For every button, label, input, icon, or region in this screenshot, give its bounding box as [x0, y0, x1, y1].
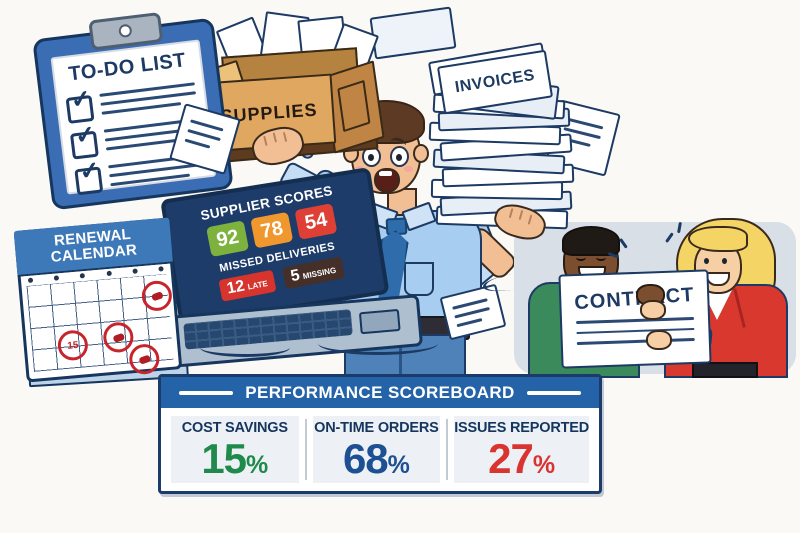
- metric-label: ISSUES REPORTED: [454, 419, 589, 436]
- woman-skirt: [692, 362, 758, 378]
- motion-line: [318, 332, 438, 355]
- metric-issues-reported: ISSUES REPORTED 27%: [454, 416, 589, 483]
- checkbox-checked: ✓: [74, 157, 104, 196]
- late-value: 12: [225, 277, 246, 298]
- late-label: LATE: [246, 278, 269, 292]
- worker-mouth: [374, 168, 400, 193]
- box-side-label-outline: [337, 79, 371, 133]
- checkbox-checked: ✓: [69, 121, 99, 160]
- contract-paper: CONTRACT: [558, 269, 712, 369]
- woman-fringe: [688, 226, 748, 252]
- panel-divider: [304, 419, 307, 480]
- worker-ear: [413, 144, 429, 163]
- missing-pill: 5 MISSING: [281, 256, 345, 290]
- header-rule: [526, 390, 581, 395]
- contract-text-line: [576, 337, 695, 345]
- metric-on-time-orders: ON-TIME ORDERS 68%: [312, 416, 441, 483]
- worker-eye: [390, 146, 409, 167]
- contract-text-line: [576, 327, 695, 335]
- checkbox-checked: ✓: [65, 85, 95, 124]
- contract-text-line: [576, 316, 695, 324]
- worker-blush: [404, 166, 413, 172]
- missing-value: 5: [289, 266, 302, 286]
- woman-eye: [704, 258, 709, 264]
- green-shirt-man-eye: [576, 254, 586, 261]
- metric-value: 27%: [488, 434, 556, 482]
- woman-hand: [640, 300, 666, 320]
- laptop-touchpad: [358, 308, 401, 335]
- scoreboard-header: PERFORMANCE SCOREBOARD: [161, 377, 599, 408]
- score-tile-red: 54: [294, 203, 338, 240]
- contract-label: CONTRACT: [573, 283, 696, 315]
- woman-hand: [646, 330, 672, 350]
- renewal-calendar: RENEWAL CALENDAR 15: [13, 217, 189, 388]
- motion-line: [200, 338, 290, 357]
- header-rule: [179, 390, 234, 395]
- green-shirt-man-hair: [562, 226, 620, 256]
- scoreboard-body: COST SAVINGS 15% ON-TIME ORDERS 68% ISSU…: [161, 408, 599, 491]
- woman-eye: [722, 258, 727, 264]
- clip-hole: [118, 23, 133, 39]
- green-shirt-man-eye: [596, 254, 606, 261]
- missing-label: MISSING: [301, 265, 337, 281]
- metric-value: 68%: [342, 434, 410, 482]
- score-tile-orange: 78: [250, 211, 294, 249]
- worker-jeans-seam: [399, 338, 402, 376]
- invoices-label: INVOICES: [453, 66, 536, 97]
- metric-label: COST SAVINGS: [181, 419, 288, 436]
- metric-cost-savings: COST SAVINGS 15%: [171, 416, 299, 483]
- late-pill: 12 LATE: [217, 269, 277, 302]
- scoreboard-title: PERFORMANCE SCOREBOARD: [245, 382, 515, 402]
- worker-shirt-pocket: [404, 262, 434, 296]
- performance-scoreboard: PERFORMANCE SCOREBOARD COST SAVINGS 15% …: [158, 374, 602, 494]
- panel-divider: [446, 419, 449, 480]
- score-tile-green: 92: [206, 220, 250, 258]
- metric-value: 15%: [201, 434, 269, 482]
- metric-label: ON-TIME ORDERS: [314, 419, 439, 436]
